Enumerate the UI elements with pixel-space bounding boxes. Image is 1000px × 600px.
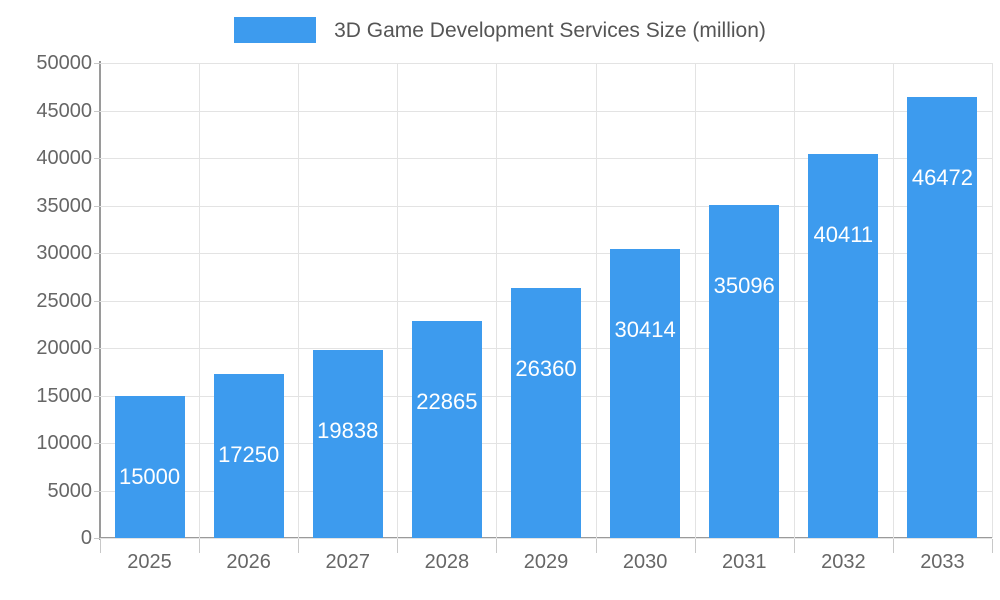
- y-gridline: [100, 63, 992, 64]
- y-tick-label: 35000: [36, 194, 92, 217]
- y-tick-mark: [94, 205, 100, 207]
- y-tick-mark: [94, 300, 100, 302]
- x-gridline: [496, 63, 497, 538]
- y-gridline: [100, 253, 992, 254]
- bar-slot: 46472: [893, 63, 992, 538]
- y-tick-mark: [94, 63, 100, 64]
- y-tick-label: 5000: [47, 479, 93, 502]
- legend-label: 3D Game Development Services Size (milli…: [334, 18, 766, 42]
- x-tick-mark: [298, 539, 300, 553]
- y-tick-label: 10000: [36, 432, 92, 454]
- x-tick-mark: [694, 539, 696, 553]
- x-tick-mark: [397, 539, 399, 553]
- bar-value-label: 35096: [713, 272, 775, 298]
- bar[interactable]: [907, 96, 978, 538]
- x-gridline: [695, 63, 696, 538]
- x-tick-mark: [100, 539, 101, 553]
- x-gridline: [893, 63, 894, 538]
- y-tick-mark: [94, 158, 100, 159]
- y-tick-label: 45000: [36, 99, 92, 122]
- y-tick-label: 15000: [36, 384, 92, 407]
- bar[interactable]: [213, 374, 284, 538]
- y-gridline: [100, 158, 992, 159]
- y-tick-mark: [94, 395, 100, 397]
- y-tick-label: 20000: [36, 337, 92, 359]
- x-tick-label: 2029: [523, 551, 569, 573]
- x-gridline: [596, 63, 597, 538]
- y-tick-mark: [94, 538, 100, 539]
- y-tick-mark: [94, 110, 100, 112]
- bar[interactable]: [808, 154, 879, 538]
- x-tick-mark: [992, 539, 993, 553]
- x-tick-label: 2025: [127, 551, 172, 573]
- bar-value-label: 26360: [515, 355, 577, 381]
- x-tick-mark: [892, 539, 894, 553]
- bar-slot: 30414: [596, 63, 695, 538]
- x-gridline: [199, 63, 200, 538]
- bar[interactable]: [510, 287, 581, 538]
- bar-slot: 40411: [794, 63, 893, 538]
- y-tick-mark: [94, 348, 100, 349]
- bar-slot: 26360: [496, 63, 595, 538]
- bar-slot: 15000: [100, 63, 199, 538]
- x-tick-label: 2033: [920, 551, 965, 573]
- x-gridline: [397, 63, 398, 538]
- bar[interactable]: [610, 249, 681, 538]
- bar-value-label: 19838: [317, 417, 379, 443]
- bar-value-label: 40411: [813, 222, 874, 248]
- bar-slot: 22865: [397, 63, 496, 538]
- x-tick-label: 2026: [226, 551, 271, 573]
- y-tick-mark: [94, 253, 100, 254]
- x-tick-mark: [595, 539, 597, 553]
- x-tick-label: 2028: [424, 551, 470, 573]
- x-tick-mark: [199, 539, 201, 553]
- x-tick-label: 2027: [325, 551, 371, 573]
- y-tick-label: 50000: [36, 52, 92, 74]
- y-tick-mark: [94, 490, 100, 492]
- legend-color-swatch: [234, 17, 317, 43]
- x-tick-mark: [793, 539, 795, 553]
- x-tick-label: 2031: [721, 551, 767, 573]
- bar[interactable]: [312, 349, 383, 538]
- y-gridline: [100, 110, 992, 112]
- bar-value-label: 30414: [614, 317, 676, 343]
- x-tick-label: 2032: [821, 551, 866, 573]
- x-gridline: [298, 63, 299, 538]
- bar[interactable]: [709, 204, 780, 538]
- bar[interactable]: [114, 395, 185, 538]
- x-tick-label: 2030: [622, 551, 668, 573]
- y-gridline: [100, 538, 992, 539]
- y-tick-label: 30000: [36, 242, 92, 264]
- bar-value-label: 17250: [218, 442, 280, 468]
- x-gridline: [794, 63, 795, 538]
- y-tick-label: 0: [80, 527, 92, 549]
- bar[interactable]: [411, 320, 482, 538]
- y-tick-mark: [94, 443, 100, 444]
- bar-value-label: 15000: [118, 463, 181, 489]
- y-tick-label: 40000: [36, 147, 92, 169]
- bar-slot: 35096: [695, 63, 794, 538]
- plot-area: 15000 17250 19838 22865 26360 30414 35096 40411…: [94, 63, 993, 539]
- bar-value-label: 46472: [911, 164, 974, 190]
- bar-slot: 17250: [199, 63, 298, 538]
- x-tick-mark: [496, 539, 498, 553]
- bar-value-label: 22865: [416, 388, 478, 414]
- bar-slot: 19838: [298, 63, 397, 538]
- chart-legend: 3D Game Development Services Size (milli…: [0, 10, 1000, 50]
- x-gridline: [992, 63, 993, 538]
- y-tick-label: 25000: [36, 289, 92, 312]
- y-gridline: [100, 205, 992, 207]
